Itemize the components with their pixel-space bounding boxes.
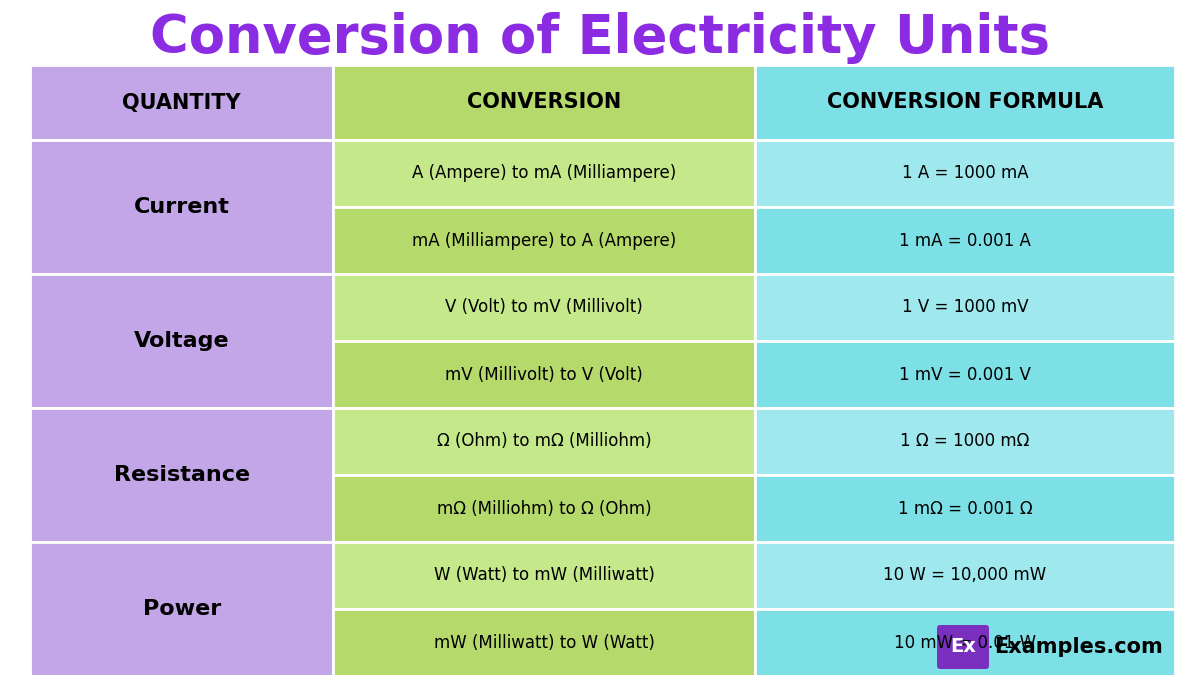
Bar: [334, 274, 755, 341]
Bar: [334, 475, 755, 542]
Bar: [755, 65, 1175, 140]
Text: Conversion of Electricity Units: Conversion of Electricity Units: [150, 12, 1050, 64]
Text: QUANTITY: QUANTITY: [122, 92, 241, 113]
Text: 1 mA = 0.001 A: 1 mA = 0.001 A: [899, 232, 1031, 250]
Text: 1 Ω = 1000 mΩ: 1 Ω = 1000 mΩ: [900, 433, 1030, 450]
FancyBboxPatch shape: [937, 625, 989, 669]
Text: Examples.com: Examples.com: [994, 637, 1163, 657]
Text: mA (Milliampere) to A (Ampere): mA (Milliampere) to A (Ampere): [412, 232, 677, 250]
Bar: [334, 341, 755, 408]
Text: mΩ (Milliohm) to Ω (Ohm): mΩ (Milliohm) to Ω (Ohm): [437, 500, 652, 518]
Text: mW (Milliwatt) to W (Watt): mW (Milliwatt) to W (Watt): [433, 634, 654, 651]
Text: Current: Current: [133, 197, 229, 217]
Bar: [334, 542, 755, 609]
Text: Power: Power: [143, 599, 221, 619]
Bar: [755, 341, 1175, 408]
Bar: [334, 140, 755, 207]
Bar: [755, 609, 1175, 675]
Bar: [30, 140, 334, 274]
Text: 10 mW = 0.01 W: 10 mW = 0.01 W: [894, 634, 1036, 651]
Bar: [755, 274, 1175, 341]
Text: CONVERSION: CONVERSION: [467, 92, 622, 113]
Bar: [755, 207, 1175, 274]
Text: Resistance: Resistance: [114, 465, 250, 485]
Bar: [334, 207, 755, 274]
Text: W (Watt) to mW (Milliwatt): W (Watt) to mW (Milliwatt): [433, 566, 654, 585]
Bar: [30, 274, 334, 408]
Text: Ω (Ohm) to mΩ (Milliohm): Ω (Ohm) to mΩ (Milliohm): [437, 433, 652, 450]
Bar: [334, 65, 755, 140]
Bar: [30, 542, 334, 675]
Text: A (Ampere) to mA (Milliampere): A (Ampere) to mA (Milliampere): [412, 165, 677, 182]
Text: CONVERSION FORMULA: CONVERSION FORMULA: [827, 92, 1103, 113]
Bar: [334, 408, 755, 475]
Bar: [755, 542, 1175, 609]
Bar: [30, 408, 334, 542]
Text: mV (Millivolt) to V (Volt): mV (Millivolt) to V (Volt): [445, 365, 643, 383]
Text: Voltage: Voltage: [134, 331, 229, 351]
Text: 1 A = 1000 mA: 1 A = 1000 mA: [901, 165, 1028, 182]
Text: 1 mΩ = 0.001 Ω: 1 mΩ = 0.001 Ω: [898, 500, 1032, 518]
Text: 10 W = 10,000 mW: 10 W = 10,000 mW: [883, 566, 1046, 585]
Text: Ex: Ex: [950, 637, 976, 657]
Text: V (Volt) to mV (Millivolt): V (Volt) to mV (Millivolt): [445, 298, 643, 317]
Bar: [334, 609, 755, 675]
Bar: [755, 140, 1175, 207]
Bar: [30, 65, 334, 140]
Bar: [755, 408, 1175, 475]
Text: 1 mV = 0.001 V: 1 mV = 0.001 V: [899, 365, 1031, 383]
Bar: [755, 475, 1175, 542]
Text: 1 V = 1000 mV: 1 V = 1000 mV: [901, 298, 1028, 317]
